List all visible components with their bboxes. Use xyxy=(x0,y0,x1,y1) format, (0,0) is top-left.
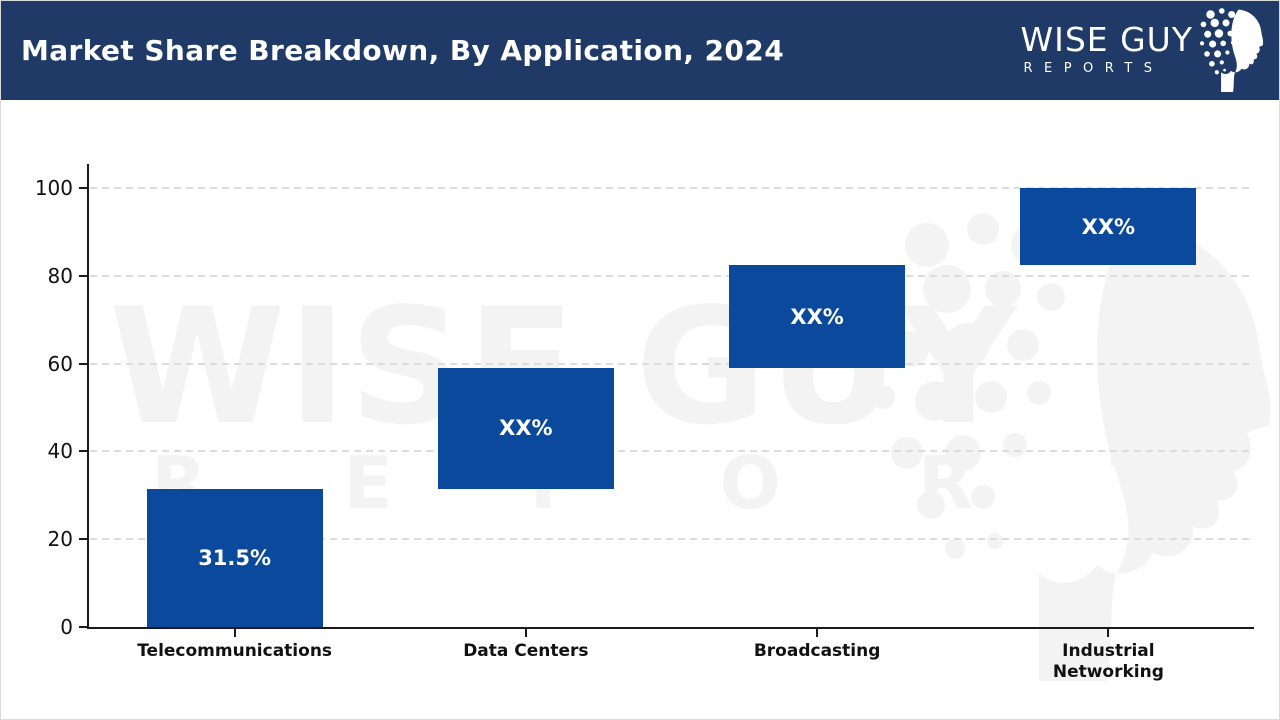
x-category-label-line: Networking xyxy=(1052,662,1164,682)
y-tick-mark-0 xyxy=(79,626,87,628)
page-title: Market Share Breakdown, By Application, … xyxy=(21,34,785,67)
header-bar: Market Share Breakdown, By Application, … xyxy=(1,1,1279,100)
x-tick-mark-2 xyxy=(524,629,527,637)
y-tick-mark-20 xyxy=(79,538,87,541)
brand-logo: WISE GUY REPORTS xyxy=(1020,6,1269,92)
x-category-label-line: Industrial xyxy=(1062,641,1155,661)
x-category-label-3: Broadcasting xyxy=(754,641,881,662)
y-tick-label-20: 20 xyxy=(47,527,73,552)
gridline-80 xyxy=(90,274,1253,277)
gridline-40 xyxy=(90,450,1253,453)
x-tick-mark-3 xyxy=(816,629,819,637)
x-category-label-2: Data Centers xyxy=(463,641,588,662)
x-category-label-line: Broadcasting xyxy=(753,641,881,661)
bar-industrial-networking: XX% xyxy=(1020,188,1197,265)
y-tick-mark-100 xyxy=(79,187,87,190)
bar-value-label: XX% xyxy=(499,416,553,441)
y-tick-label-0: 0 xyxy=(60,615,73,639)
y-axis-spine xyxy=(87,164,89,629)
y-tick-mark-40 xyxy=(79,450,87,453)
x-category-label-line: Data Centers xyxy=(463,641,589,661)
gridline-60 xyxy=(90,362,1253,365)
y-tick-label-40: 40 xyxy=(47,439,73,464)
y-tick-label-60: 60 xyxy=(47,351,73,376)
gridline-100 xyxy=(90,187,1253,190)
gridline-20 xyxy=(90,538,1253,541)
y-tick-mark-60 xyxy=(79,362,87,365)
x-tick-mark-4 xyxy=(1107,629,1110,637)
bar-value-label: XX% xyxy=(1081,214,1136,239)
bar-broadcasting: XX% xyxy=(729,264,906,369)
x-tick-mark-1 xyxy=(233,629,236,637)
bar-value-label: 31.5% xyxy=(198,545,272,570)
brand-name: WISE GUY xyxy=(1020,19,1193,59)
bar-telecommunications: 31.5% xyxy=(146,488,323,627)
brand-logo-text: WISE GUY REPORTS xyxy=(1020,19,1193,77)
x-axis-spine xyxy=(87,627,1254,629)
bar-data-centers: XX% xyxy=(437,368,614,489)
x-category-label-1: Telecommunications xyxy=(137,641,332,662)
brand-head-icon xyxy=(1199,8,1264,92)
y-tick-mark-80 xyxy=(79,274,87,277)
bar-value-label: XX% xyxy=(790,304,844,329)
brand-subname: REPORTS xyxy=(1023,60,1164,76)
y-tick-label-100: 100 xyxy=(34,176,73,201)
x-category-label-line: Telecommunications xyxy=(137,641,333,661)
y-tick-label-80: 80 xyxy=(47,263,73,288)
plot-area: 31.5% XX% XX% XX% xyxy=(89,164,1254,627)
x-category-label-4: Industrial Networking xyxy=(1053,641,1164,683)
